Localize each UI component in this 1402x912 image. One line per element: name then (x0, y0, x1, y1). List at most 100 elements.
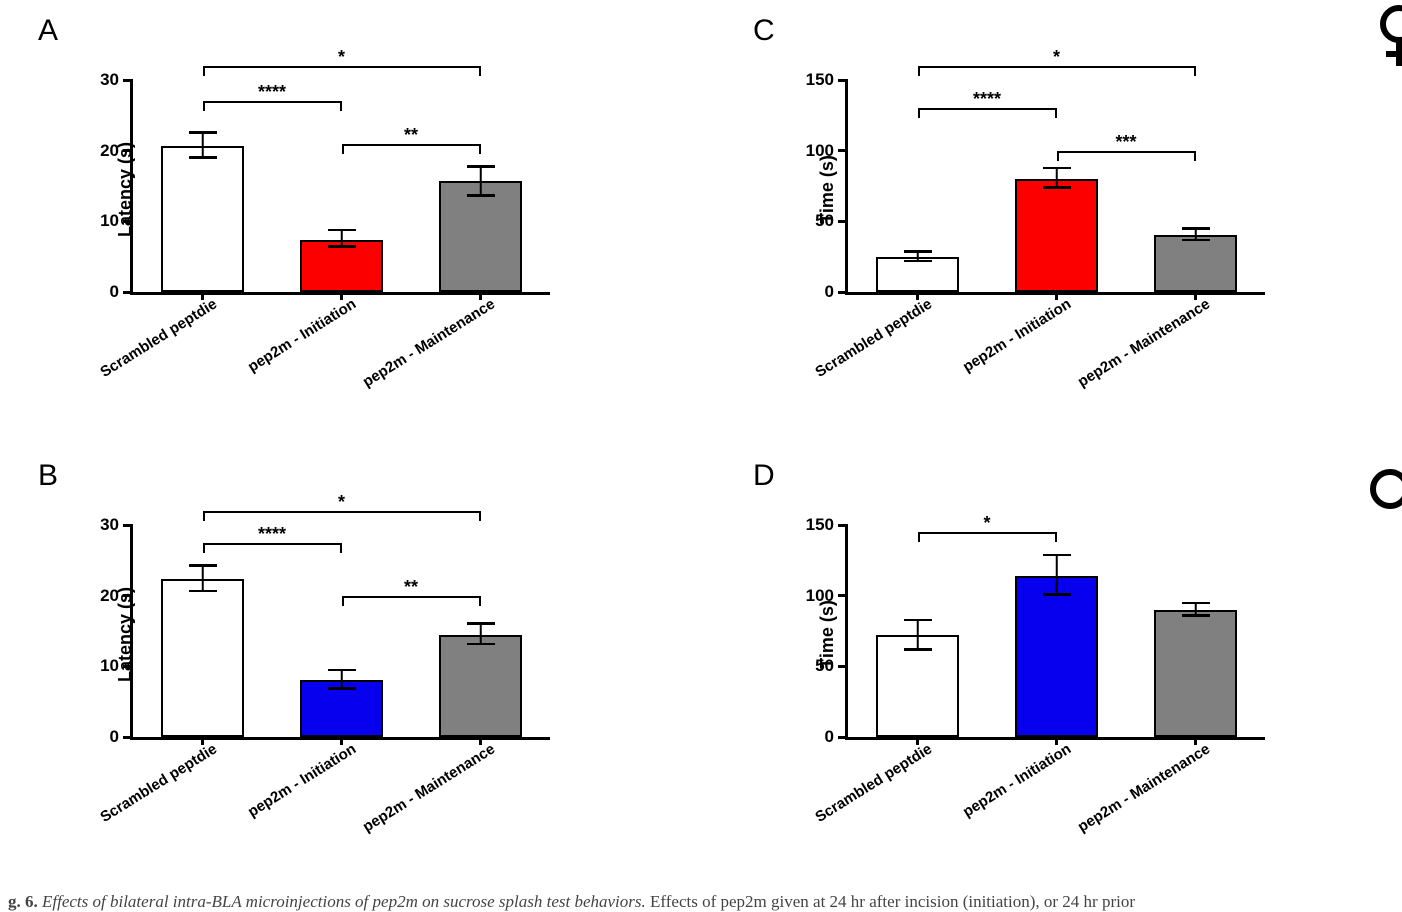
significance-bracket (918, 532, 1057, 542)
error-cap (1182, 239, 1210, 242)
female-icon (1374, 4, 1402, 74)
panel-label-D: D (753, 459, 775, 493)
error-cap (1043, 593, 1071, 596)
y-tick-label: 0 (825, 282, 848, 302)
error-cap (467, 194, 495, 197)
x-tick-label: Scrambled peptdie (812, 740, 935, 826)
y-tick-label: 30 (100, 70, 133, 90)
error-cap (328, 687, 356, 690)
significance-bracket (918, 108, 1057, 118)
error-cap (904, 648, 932, 651)
panel-C: C Time (s) 050100150Scrambled peptdiepep… (735, 10, 1390, 435)
significance-bracket (1057, 151, 1196, 161)
x-tick (1194, 737, 1197, 745)
significance-label: * (983, 514, 990, 532)
x-tick-label: pep2m - Initiation (244, 295, 358, 375)
significance-label: * (338, 493, 345, 511)
x-tick (340, 737, 343, 745)
panel-D: D Time (s) 050100150Scrambled peptdiepep… (735, 455, 1390, 880)
x-tick (1055, 292, 1058, 300)
y-tick-label: 30 (100, 515, 133, 535)
plot-area-B: 0102030Scrambled peptdiepep2m - Initiati… (130, 525, 550, 740)
error-cap (467, 622, 495, 625)
y-tick-label: 50 (815, 656, 848, 676)
x-tick-label: pep2m - Maintenance (1074, 740, 1212, 835)
significance-label: ** (404, 578, 418, 596)
error-cap (467, 165, 495, 168)
plot-area-D: 050100150Scrambled peptdiepep2m - Initia… (845, 525, 1265, 740)
y-tick-label: 0 (825, 727, 848, 747)
x-tick-label: pep2m - Initiation (959, 740, 1073, 820)
error-cap (189, 590, 217, 593)
significance-bracket (203, 511, 481, 521)
y-tick-label: 100 (806, 141, 848, 161)
significance-label: *** (1115, 133, 1136, 151)
figure-caption: g. 6. Effects of bilateral intra-BLA mic… (8, 892, 1394, 912)
significance-label: **** (973, 90, 1001, 108)
significance-bracket (203, 543, 342, 553)
significance-bracket (203, 66, 481, 76)
figure-grid: A Latency (s) 0102030Scrambled peptdiepe… (20, 10, 1390, 880)
error-bar (201, 132, 204, 157)
y-tick-label: 10 (100, 656, 133, 676)
significance-label: **** (258, 525, 286, 543)
significance-bracket (342, 596, 481, 606)
y-tick-label: 20 (100, 586, 133, 606)
y-tick-label: 100 (806, 586, 848, 606)
error-cap (1043, 167, 1071, 170)
significance-label: * (1053, 48, 1060, 66)
bar (1015, 179, 1098, 292)
bar (161, 579, 244, 737)
x-tick (1055, 737, 1058, 745)
error-cap (189, 156, 217, 159)
bar (1154, 235, 1237, 292)
significance-label: ** (404, 126, 418, 144)
x-tick-label: pep2m - Initiation (244, 740, 358, 820)
error-cap (904, 260, 932, 263)
error-cap (1043, 554, 1071, 557)
plot-area-A: 0102030Scrambled peptdiepep2m - Initiati… (130, 80, 550, 295)
significance-bracket (342, 144, 481, 154)
error-bar (340, 230, 343, 246)
error-bar (479, 166, 482, 195)
male-icon (1364, 445, 1402, 515)
panel-A: A Latency (s) 0102030Scrambled peptdiepe… (20, 10, 675, 435)
significance-label: * (338, 48, 345, 66)
x-tick-label: Scrambled peptdie (97, 740, 220, 826)
y-tick-label: 20 (100, 141, 133, 161)
x-tick-label: Scrambled peptdie (812, 295, 935, 381)
error-bar (340, 670, 343, 688)
error-bar (916, 620, 919, 650)
x-tick-label: pep2m - Maintenance (1074, 295, 1212, 390)
error-bar (479, 623, 482, 643)
x-tick-label: Scrambled peptdie (97, 295, 220, 381)
plot-area-C: 050100150Scrambled peptdiepep2m - Initia… (845, 80, 1265, 295)
x-tick (916, 292, 919, 300)
error-cap (1043, 186, 1071, 189)
y-tick-label: 50 (815, 211, 848, 231)
error-cap (189, 564, 217, 567)
error-cap (1182, 602, 1210, 605)
x-tick (479, 292, 482, 300)
x-tick-label: pep2m - Maintenance (359, 740, 497, 835)
error-bar (1055, 555, 1058, 595)
bar (1154, 610, 1237, 737)
x-tick-label: pep2m - Initiation (959, 295, 1073, 375)
x-tick (916, 737, 919, 745)
significance-label: **** (258, 83, 286, 101)
panel-label-C: C (753, 14, 775, 48)
error-bar (201, 565, 204, 590)
error-cap (328, 245, 356, 248)
error-cap (904, 619, 932, 622)
y-tick-label: 10 (100, 211, 133, 231)
error-cap (467, 643, 495, 646)
error-cap (328, 229, 356, 232)
bar (1015, 576, 1098, 737)
bar (439, 635, 522, 737)
x-tick (201, 292, 204, 300)
error-bar (1055, 168, 1058, 188)
x-tick (201, 737, 204, 745)
x-tick-label: pep2m - Maintenance (359, 295, 497, 390)
x-tick (1194, 292, 1197, 300)
error-cap (904, 250, 932, 253)
